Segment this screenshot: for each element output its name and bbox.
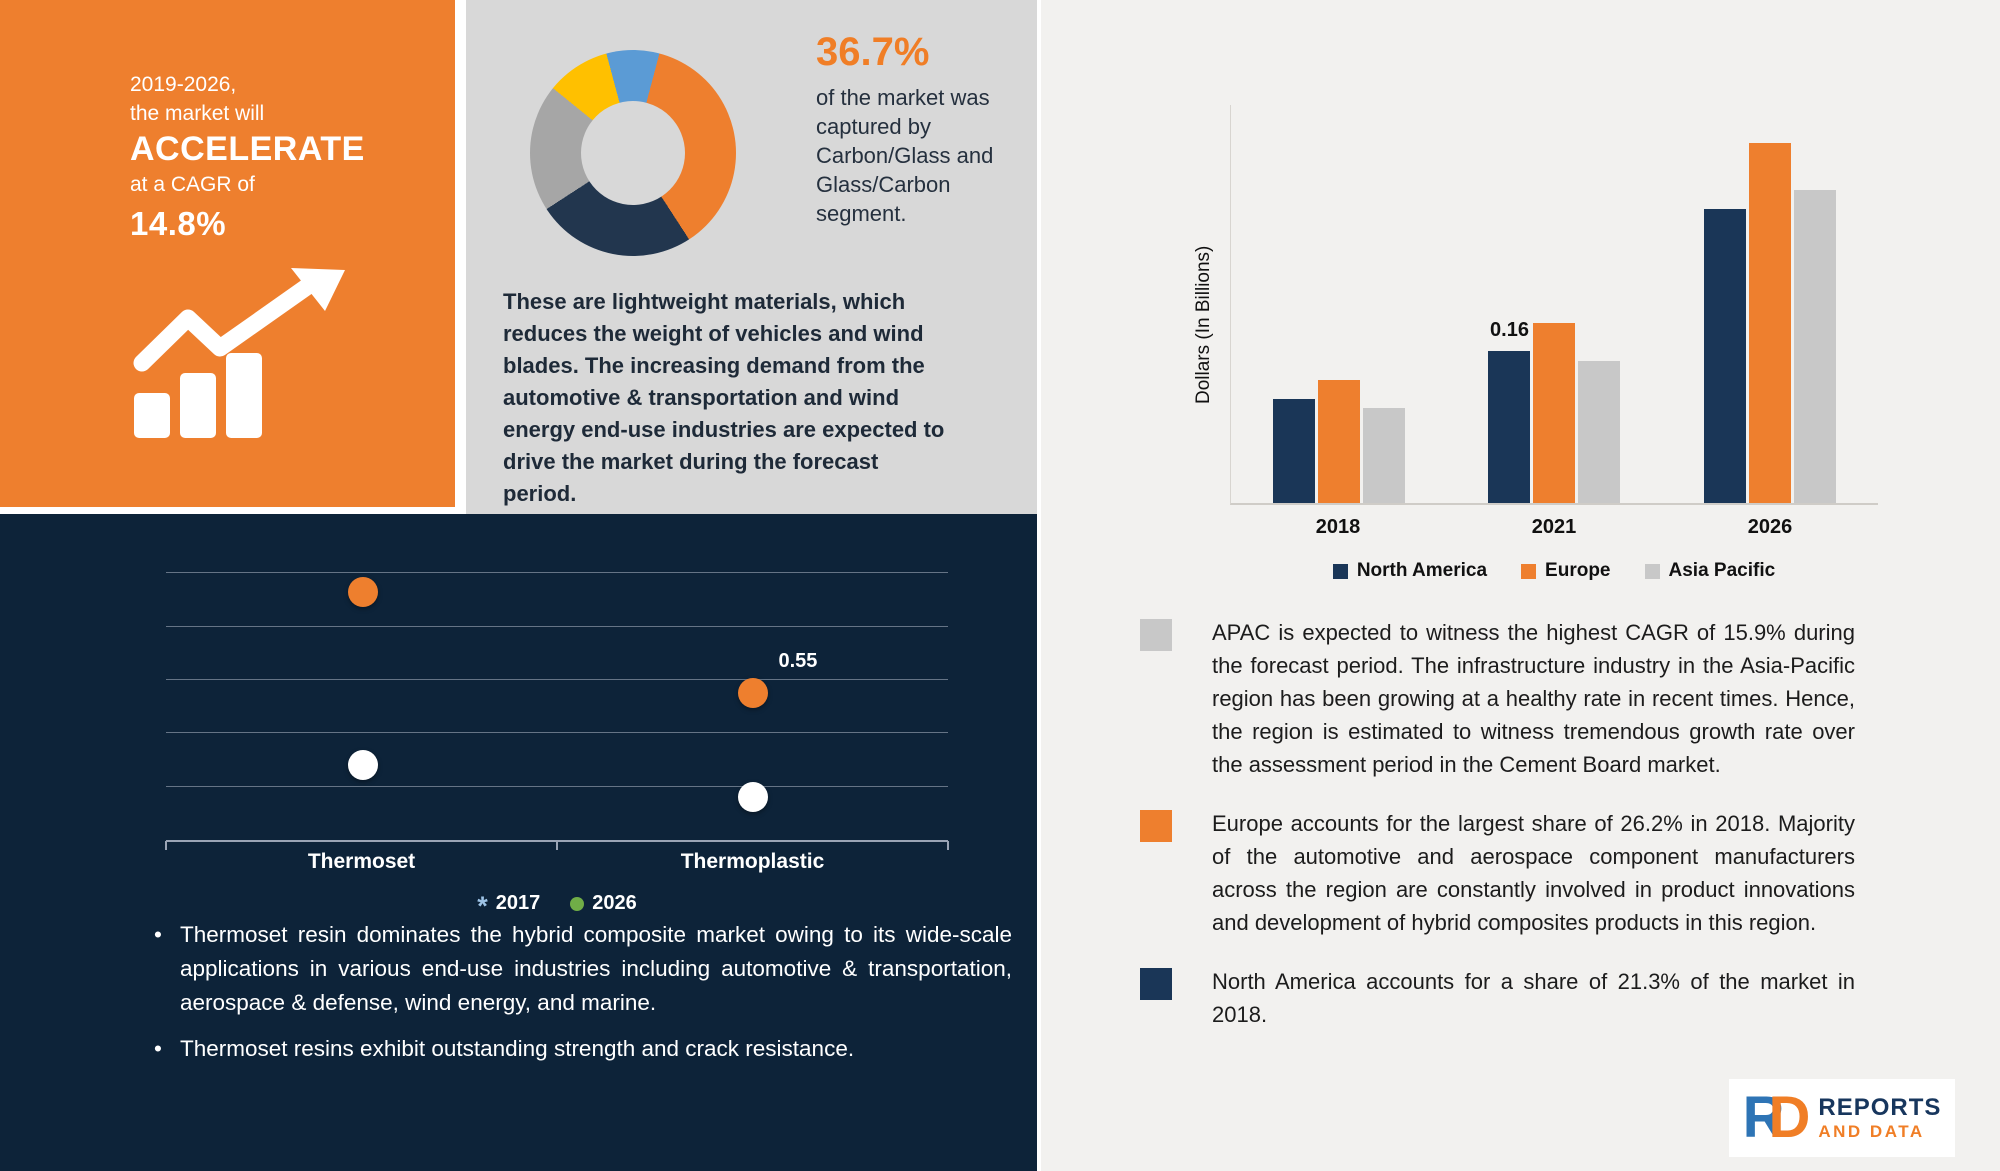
regional-panel: Dollars (In Billions) 0.16 2018 2021 2026 …: [1041, 0, 2000, 1171]
legend-label: Asia Pacific: [1668, 560, 1776, 581]
bar-group-2018: [1272, 105, 1405, 503]
legend-label: Europe: [1545, 560, 1611, 581]
bar-group-2026: [1704, 105, 1837, 503]
resin-chart-legend: * 2017 2026: [166, 888, 948, 921]
gridline: [166, 732, 948, 734]
bar-category-labels: 2018 2021 2026: [1230, 516, 1878, 539]
dot-thermoplastic-2017: [737, 782, 768, 813]
bar-europe-2026: [1749, 142, 1792, 503]
bar-north-america-2026: [1704, 209, 1747, 503]
bar-group-2021: 0.16: [1488, 105, 1621, 503]
period-text: 2019-2026,: [130, 73, 237, 96]
resin-dot-chart: 0.55: [165, 560, 949, 850]
gridline: [166, 785, 948, 787]
bullet-item: Thermoset resin dominates the hybrid com…: [150, 918, 1012, 1020]
y-axis-label: Dollars (In Billions): [1193, 245, 1214, 405]
bar-north-america-2018: [1272, 398, 1315, 503]
resin-panel: 0.55 Thermoset Thermoplastic * 2017 2026 …: [0, 514, 1037, 1171]
bar-europe-2021: [1533, 322, 1576, 503]
cagr-value: 14.8%: [130, 205, 227, 242]
regional-bullet-europe: Europe accounts for the largest share of…: [1140, 807, 1855, 939]
bar-category-label: 2021: [1531, 516, 1577, 538]
bullet-text: North America accounts for a share of 21…: [1212, 969, 1855, 1027]
bullet-text: APAC is expected to witness the highest …: [1212, 620, 1855, 777]
gridline: [166, 625, 948, 627]
bullet-text: Thermoset resin dominates the hybrid com…: [180, 922, 1012, 1015]
segment-share-block: 36.7% of the market was captured by Carb…: [816, 30, 1021, 228]
legend-item-2017: * 2017: [477, 888, 541, 921]
logo-letter-d: D: [1768, 1085, 1811, 1150]
cagr-of-text: at a CAGR of: [130, 173, 255, 196]
logo-anddata-text: AND DATA: [1818, 1122, 1925, 1141]
dot-thermoset-2017: [348, 750, 379, 781]
logo-letter-r: R: [1742, 1085, 1785, 1150]
dot-thermoplastic-2026: [737, 678, 768, 709]
bar-europe-2018: [1317, 379, 1360, 503]
dot-data-label: 0.55: [778, 650, 818, 673]
bar-category-label: 2018: [1315, 516, 1361, 538]
legend-item-europe: Europe: [1521, 560, 1611, 582]
legend-swatch-orange: [1521, 563, 1537, 579]
logo-reports-text: REPORTS: [1818, 1094, 1942, 1121]
regional-bullet-apac: APAC is expected to witness the highest …: [1140, 616, 1855, 781]
legend-swatch-navy: [1332, 563, 1348, 579]
bar-data-label: 0.16: [1490, 319, 1529, 342]
segment-description: These are lightweight materials, which r…: [503, 289, 945, 506]
bar-north-america-2021: 0.16: [1488, 319, 1531, 503]
bar-asia-pacific-2026: [1794, 190, 1837, 503]
bullet-text: Europe accounts for the largest share of…: [1212, 811, 1855, 935]
regional-bullet-list: APAC is expected to witness the highest …: [1140, 616, 1855, 1031]
regional-bullet-north-america: North America accounts for a share of 21…: [1140, 965, 1855, 1031]
segment-donut-chart: [530, 50, 736, 256]
bullet-swatch-orange: [1140, 810, 1172, 842]
bullet-text: Thermoset resins exhibit outstanding str…: [180, 1036, 855, 1061]
resin-bullet-list: Thermoset resin dominates the hybrid com…: [150, 918, 1012, 1078]
gridline: [166, 572, 948, 574]
resin-category-labels: Thermoset Thermoplastic: [166, 850, 948, 874]
dot-thermoset-2026: [348, 577, 379, 607]
legend-label-2026: 2026: [592, 892, 637, 914]
growth-arrow-icon: [133, 268, 345, 438]
legend-item-2026: 2026: [570, 892, 637, 915]
axis-tick: [947, 841, 949, 850]
legend-swatch-gray: [1644, 563, 1660, 579]
segment-share-text: of the market was captured by Carbon/Gla…: [816, 85, 994, 226]
gridline: [166, 679, 948, 680]
legend-item-north-america: North America: [1332, 560, 1488, 582]
accelerate-text: ACCELERATE: [130, 130, 365, 168]
cagr-panel: 2019-2026, the market will ACCELERATE at…: [0, 0, 455, 507]
bar-asia-pacific-2021: [1578, 360, 1621, 503]
bullet-item: Thermoset resins exhibit outstanding str…: [150, 1032, 1012, 1066]
resin-category-label: Thermoplastic: [680, 850, 825, 873]
market-will-text: the market will: [130, 102, 265, 125]
bar-asia-pacific-2018: [1362, 408, 1405, 503]
legend-item-asia-pacific: Asia Pacific: [1644, 560, 1776, 582]
cagr-text-block: 2019-2026, the market will ACCELERATE at…: [130, 70, 365, 245]
legend-label-2017: 2017: [495, 892, 541, 914]
resin-category-label: Thermoset: [307, 850, 416, 873]
logo-text: REPORTS AND DATA: [1818, 1094, 1941, 1142]
bullet-swatch-navy: [1140, 968, 1172, 1000]
segment-panel: 36.7% of the market was captured by Carb…: [466, 0, 1037, 514]
dot-marker-icon: [570, 896, 585, 911]
legend-label: North America: [1356, 560, 1488, 581]
bar-category-label: 2026: [1747, 516, 1793, 538]
asterisk-marker-icon: *: [477, 891, 488, 921]
regional-bar-chart: 0.16: [1230, 105, 1878, 505]
axis-tick: [165, 841, 167, 850]
segment-share-value: 36.7%: [816, 30, 930, 74]
donut-hole: [581, 101, 685, 205]
bullet-swatch-gray: [1140, 619, 1172, 651]
axis-tick: [556, 841, 558, 850]
bar-chart-legend: North America Europe Asia Pacific: [1230, 560, 1878, 582]
